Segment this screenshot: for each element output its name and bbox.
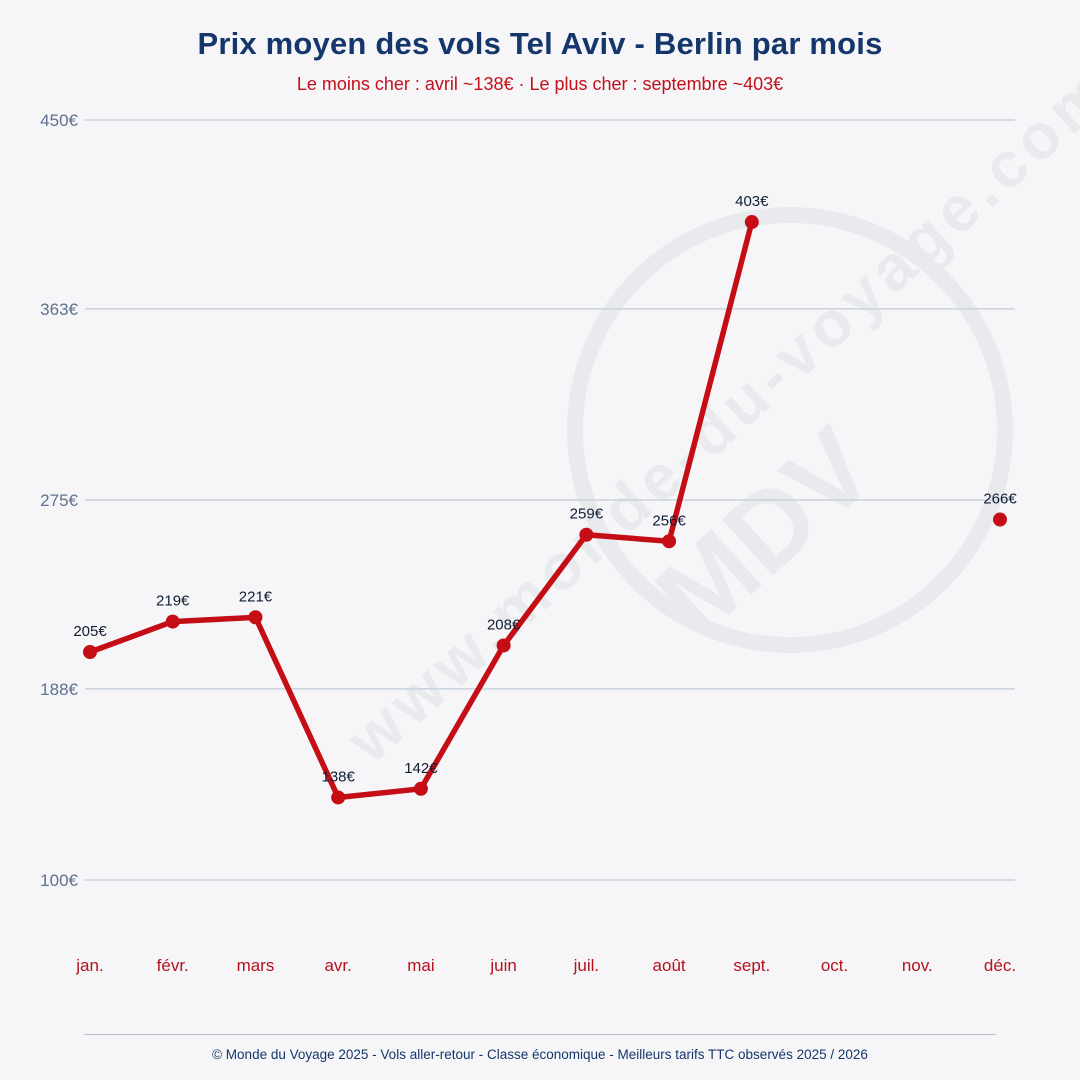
data-point-label: 266€ (983, 491, 1017, 508)
data-point (579, 527, 594, 542)
x-axis-month-label: déc. (984, 956, 1016, 975)
data-point-label: 138€ (321, 768, 355, 785)
x-axis-month-label: août (653, 956, 686, 975)
data-point-label: 142€ (404, 760, 438, 777)
y-axis-tick-label: 275€ (40, 491, 78, 510)
data-point-label: 221€ (239, 588, 273, 605)
watermark-url-text: www.monde-du-voyage.com (333, 51, 1080, 777)
data-point-label: 259€ (570, 506, 604, 523)
footer-text: © Monde du Voyage 2025 - Vols aller-reto… (212, 1047, 868, 1062)
x-axis-month-label: juin (489, 956, 516, 975)
x-axis-month-label: jan. (75, 956, 103, 975)
data-point (248, 610, 263, 625)
x-axis-month-label: mai (407, 956, 434, 975)
y-axis-tick-label: 450€ (40, 111, 78, 130)
x-axis-month-label: avr. (324, 956, 351, 975)
y-axis-tick-label: 188€ (40, 680, 78, 699)
x-axis-month-label: nov. (902, 956, 933, 975)
x-axis-month-label: sept. (733, 956, 770, 975)
footer-bar: © Monde du Voyage 2025 - Vols aller-reto… (84, 1034, 996, 1062)
x-axis-month-label: mars (237, 956, 275, 975)
page-subtitle: Le moins cher : avril ~138€ · Le plus ch… (296, 74, 784, 94)
data-point (993, 512, 1007, 527)
y-axis-tick-label: 363€ (40, 300, 78, 319)
data-point (165, 614, 180, 629)
data-point (744, 215, 759, 230)
data-point-label: 208€ (487, 616, 521, 633)
data-point-label: 403€ (735, 193, 769, 210)
data-point-label: 205€ (73, 623, 107, 640)
x-axis-month-label: juil. (573, 956, 600, 975)
y-axis-tick-label: 100€ (40, 871, 78, 890)
page-title: Prix moyen des vols Tel Aviv - Berlin pa… (197, 26, 883, 61)
x-axis-month-label: oct. (821, 956, 848, 975)
x-axis-month-label: févr. (157, 956, 189, 975)
data-point (662, 534, 677, 549)
data-point (83, 645, 97, 659)
data-point (413, 781, 428, 796)
watermark-circle (567, 207, 1013, 653)
data-point-label: 256€ (652, 512, 686, 529)
data-point (496, 638, 511, 653)
data-point-label: 219€ (156, 593, 190, 610)
data-point (331, 790, 346, 805)
